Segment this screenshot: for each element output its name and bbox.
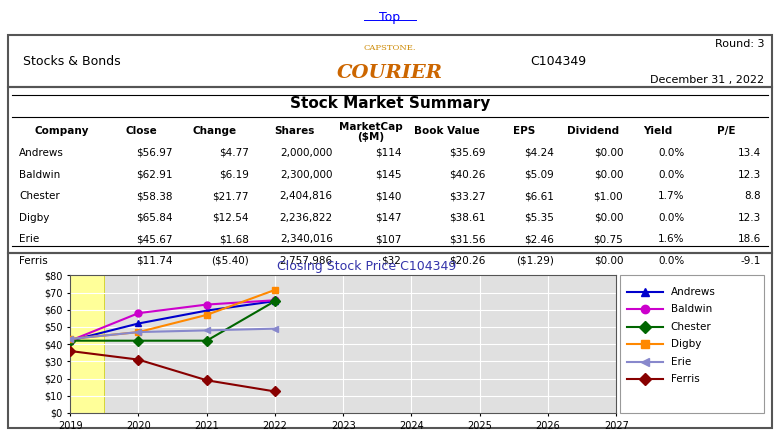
Text: Closing Stock Price C104349: Closing Stock Price C104349 <box>278 260 457 274</box>
Text: 12.3: 12.3 <box>737 170 760 180</box>
Text: 2,236,822: 2,236,822 <box>279 213 333 223</box>
Text: EPS: EPS <box>512 126 535 136</box>
Text: 2,000,000: 2,000,000 <box>280 148 333 158</box>
Text: 13.4: 13.4 <box>737 148 760 158</box>
Text: 1.7%: 1.7% <box>658 191 684 201</box>
Text: 18.6: 18.6 <box>737 234 760 244</box>
Text: Round: 3: Round: 3 <box>715 39 764 49</box>
Bar <box>70 275 105 413</box>
Text: $6.61: $6.61 <box>524 191 555 201</box>
Text: CAPSTONE.: CAPSTONE. <box>363 44 417 52</box>
Text: 1.6%: 1.6% <box>658 234 684 244</box>
Text: 2,404,816: 2,404,816 <box>280 191 333 201</box>
Text: 0.0%: 0.0% <box>658 148 684 158</box>
Text: Book Value: Book Value <box>414 126 480 136</box>
Text: $40.26: $40.26 <box>449 170 485 180</box>
Text: $0.00: $0.00 <box>594 256 623 266</box>
Text: $20.26: $20.26 <box>449 256 485 266</box>
Text: $1.00: $1.00 <box>594 191 623 201</box>
Text: Yield: Yield <box>643 126 672 136</box>
Text: $114: $114 <box>375 148 402 158</box>
Text: Andrews: Andrews <box>20 148 64 158</box>
Text: $21.77: $21.77 <box>212 191 249 201</box>
Text: Stock Market Summary: Stock Market Summary <box>290 96 490 111</box>
Text: $38.61: $38.61 <box>449 213 485 223</box>
Text: Baldwin: Baldwin <box>671 304 712 314</box>
Text: $12.54: $12.54 <box>212 213 249 223</box>
Text: P/E: P/E <box>717 126 736 136</box>
Text: $5.09: $5.09 <box>525 170 555 180</box>
Text: Andrews: Andrews <box>671 287 715 297</box>
Text: Top: Top <box>379 11 401 24</box>
Text: -9.1: -9.1 <box>740 256 760 266</box>
Text: $0.00: $0.00 <box>594 148 623 158</box>
Text: $6.19: $6.19 <box>218 170 249 180</box>
Text: Chester: Chester <box>20 191 60 201</box>
Text: Company: Company <box>34 126 89 136</box>
Text: 8.8: 8.8 <box>744 191 760 201</box>
Text: $145: $145 <box>375 170 402 180</box>
Text: 0.0%: 0.0% <box>658 256 684 266</box>
Text: MarketCap: MarketCap <box>339 122 402 132</box>
Text: $56.97: $56.97 <box>136 148 172 158</box>
Text: $5.35: $5.35 <box>524 213 555 223</box>
Text: Digby: Digby <box>20 213 50 223</box>
Text: 0.0%: 0.0% <box>658 170 684 180</box>
Text: Chester: Chester <box>671 322 711 332</box>
Text: 2,340,016: 2,340,016 <box>280 234 333 244</box>
Text: $32: $32 <box>381 256 402 266</box>
Text: $45.67: $45.67 <box>136 234 172 244</box>
Text: $31.56: $31.56 <box>449 234 485 244</box>
Text: C104349: C104349 <box>530 55 587 68</box>
Text: Shares: Shares <box>275 126 314 136</box>
Text: $2.46: $2.46 <box>524 234 555 244</box>
Text: $1.68: $1.68 <box>218 234 249 244</box>
Text: $11.74: $11.74 <box>136 256 172 266</box>
Text: $147: $147 <box>375 213 402 223</box>
Text: Dividend: Dividend <box>566 126 619 136</box>
Text: ($M): ($M) <box>357 132 385 142</box>
Text: 2,757,986: 2,757,986 <box>279 256 333 266</box>
Text: $62.91: $62.91 <box>136 170 172 180</box>
Text: $0.00: $0.00 <box>594 170 623 180</box>
Text: 0.0%: 0.0% <box>658 213 684 223</box>
Text: $58.38: $58.38 <box>136 191 172 201</box>
Text: $0.00: $0.00 <box>594 213 623 223</box>
Text: Close: Close <box>126 126 158 136</box>
Text: $107: $107 <box>375 234 402 244</box>
Text: COURIER: COURIER <box>337 64 443 82</box>
Text: Digby: Digby <box>671 339 701 349</box>
Text: ($5.40): ($5.40) <box>211 256 249 266</box>
Text: $35.69: $35.69 <box>449 148 485 158</box>
Text: $4.77: $4.77 <box>218 148 249 158</box>
Text: Stocks & Bonds: Stocks & Bonds <box>23 55 121 68</box>
Text: $65.84: $65.84 <box>136 213 172 223</box>
Text: $33.27: $33.27 <box>449 191 485 201</box>
Text: Erie: Erie <box>20 234 40 244</box>
Text: Change: Change <box>192 126 236 136</box>
Text: 12.3: 12.3 <box>737 213 760 223</box>
Text: $4.24: $4.24 <box>524 148 555 158</box>
Text: 2,300,000: 2,300,000 <box>280 170 333 180</box>
Text: December 31 , 2022: December 31 , 2022 <box>651 75 764 85</box>
Text: Ferris: Ferris <box>20 256 48 266</box>
Text: Erie: Erie <box>671 357 691 367</box>
Text: $0.75: $0.75 <box>594 234 623 244</box>
Text: $140: $140 <box>375 191 402 201</box>
Text: Baldwin: Baldwin <box>20 170 61 180</box>
Text: Ferris: Ferris <box>671 374 700 384</box>
Text: ($1.29): ($1.29) <box>516 256 555 266</box>
